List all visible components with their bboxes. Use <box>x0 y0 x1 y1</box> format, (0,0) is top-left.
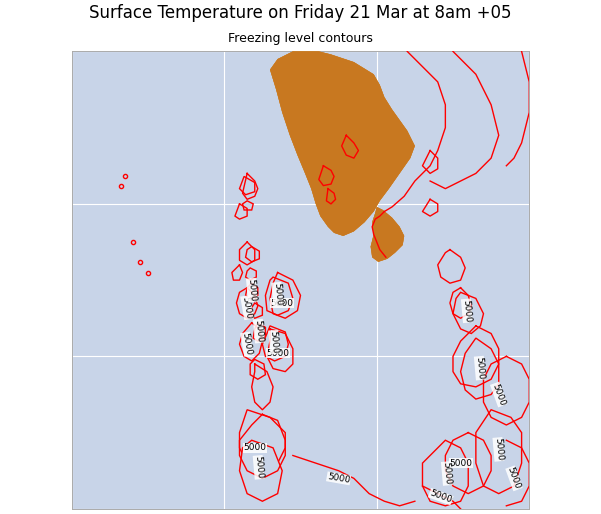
Text: 5000: 5000 <box>241 332 254 356</box>
Text: 5000: 5000 <box>272 282 283 306</box>
Text: 5000: 5000 <box>243 444 266 452</box>
Polygon shape <box>250 303 263 318</box>
Polygon shape <box>240 410 285 471</box>
Text: 5000: 5000 <box>490 382 507 407</box>
Text: 5000: 5000 <box>449 458 472 468</box>
Text: 5000: 5000 <box>269 331 279 354</box>
Polygon shape <box>476 410 522 493</box>
Text: 5000: 5000 <box>429 488 453 505</box>
Text: Freezing level contours: Freezing level contours <box>228 32 373 45</box>
Polygon shape <box>266 277 293 315</box>
Polygon shape <box>371 207 404 262</box>
Text: 5000: 5000 <box>270 299 294 307</box>
Polygon shape <box>240 440 282 501</box>
Text: Surface Temperature on Friday 21 Mar at 8am +05: Surface Temperature on Friday 21 Mar at … <box>90 4 511 22</box>
Polygon shape <box>423 440 468 506</box>
Text: 5000: 5000 <box>253 455 264 479</box>
Polygon shape <box>240 176 255 195</box>
Polygon shape <box>371 207 404 262</box>
Polygon shape <box>460 338 499 399</box>
Polygon shape <box>270 51 415 236</box>
Polygon shape <box>246 247 259 262</box>
Polygon shape <box>270 51 415 236</box>
Polygon shape <box>250 359 266 379</box>
Polygon shape <box>246 283 258 299</box>
Text: 5000: 5000 <box>441 462 453 485</box>
Polygon shape <box>263 326 288 361</box>
Polygon shape <box>453 292 483 334</box>
Text: 5000: 5000 <box>474 356 486 380</box>
Polygon shape <box>246 268 256 280</box>
Text: 5000: 5000 <box>254 319 264 343</box>
Text: 5000: 5000 <box>246 278 257 302</box>
Polygon shape <box>270 51 415 236</box>
Polygon shape <box>243 201 253 210</box>
Text: 5000: 5000 <box>506 466 522 491</box>
Polygon shape <box>371 207 404 262</box>
Text: 5000: 5000 <box>241 296 254 320</box>
Text: 5000: 5000 <box>493 437 504 461</box>
Text: 5000: 5000 <box>326 472 351 485</box>
Text: 5000: 5000 <box>462 299 472 323</box>
Polygon shape <box>253 323 266 341</box>
Text: 5000: 5000 <box>266 349 289 358</box>
